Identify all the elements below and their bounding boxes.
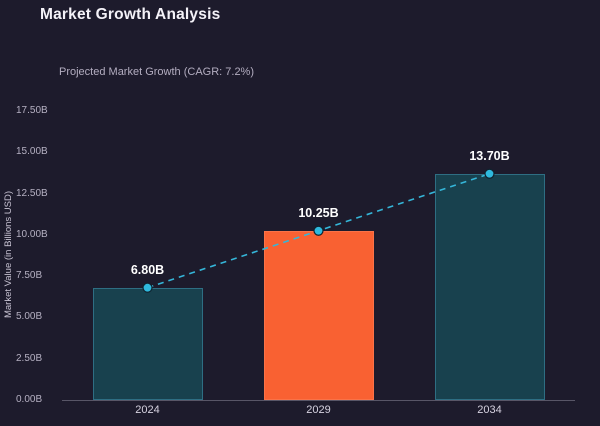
bar-value-label: 10.25B (298, 205, 339, 220)
bar-value-label: 13.70B (469, 148, 510, 163)
x-axis-labels: 2024 2029 2034 (62, 404, 575, 416)
x-axis-line (62, 400, 575, 401)
y-tick-label: 15.00B (16, 146, 48, 158)
bar-2024 (92, 287, 203, 400)
chart-subtitle: Projected Market Growth (CAGR: 7.2%) (59, 66, 255, 78)
y-tick-label: 17.50B (16, 105, 48, 116)
plot-area: 6.80B 10.25B 13.70B (62, 111, 575, 400)
bar-2034 (434, 173, 545, 400)
x-tick-label-2029: 2029 (306, 404, 331, 416)
y-tick-label: 12.50B (16, 187, 48, 199)
y-tick-label: 2.50B (16, 352, 43, 364)
bar-slot-2029: 10.25B (233, 111, 404, 400)
bar-slot-2034: 13.70B (404, 111, 575, 400)
bar-slot-2024: 6.80B (62, 111, 233, 400)
y-tick-label: 10.00B (16, 228, 48, 240)
y-axis-ticks: 0.00B 2.50B 5.00B 7.50B 10.00B 12.50B 15.00B 17… (16, 105, 62, 405)
y-tick-label: 5.00B (16, 311, 43, 323)
chart-title: Market Growth Analysis (40, 6, 221, 23)
y-axis-title-text: Market Value (in Billions USD) (3, 190, 15, 318)
bar-value-label: 6.80B (130, 262, 165, 277)
y-tick-label: 7.50B (16, 270, 43, 282)
bar-2029 (263, 230, 374, 400)
x-tick-label-2034: 2034 (477, 404, 502, 416)
y-axis-title: Market Value (in Billions USD) (2, 108, 16, 400)
y-tick-label: 0.00B (16, 394, 43, 405)
x-tick-label-2024: 2024 (135, 404, 160, 416)
